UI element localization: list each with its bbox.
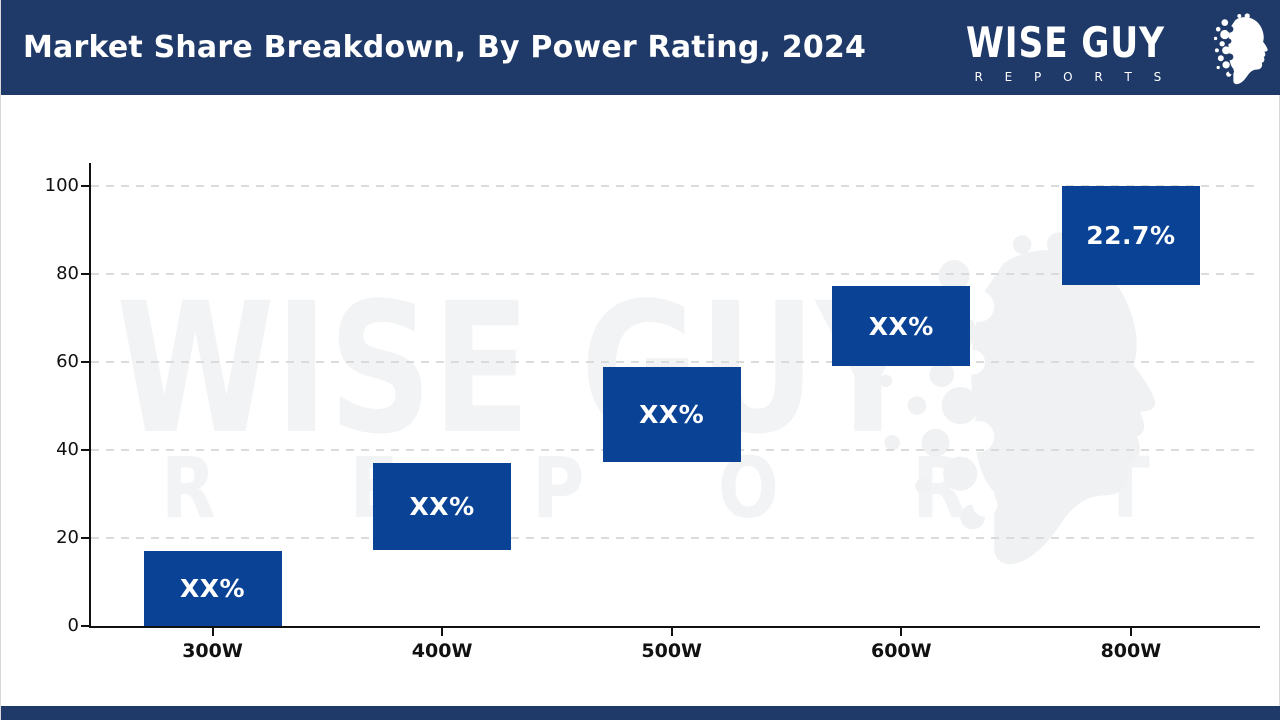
bar-segment-800W: 22.7% <box>1061 185 1200 286</box>
bar-segment-600W: XX% <box>832 285 971 367</box>
y-axis-line <box>89 163 91 628</box>
bar-value-label: 22.7% <box>1086 220 1176 250</box>
y-tick-mark <box>81 360 90 363</box>
bar-segment-500W: XX% <box>602 366 741 463</box>
wise-guy-head-icon <box>1213 13 1268 85</box>
y-tick-mark <box>81 448 90 451</box>
bar-segment-300W: XX% <box>143 551 282 626</box>
y-tick-label: 60 <box>56 350 79 372</box>
header-bar: Market Share Breakdown, By Power Rating,… <box>1 0 1280 95</box>
x-axis-line <box>89 626 1260 628</box>
y-tick-mark <box>81 184 90 187</box>
x-tick-mark <box>211 628 214 636</box>
y-tick-mark <box>81 536 90 539</box>
y-tick-label: 40 <box>56 438 79 460</box>
y-tick-label: 20 <box>56 526 79 548</box>
y-tick-mark <box>81 625 90 627</box>
watermark-wise-guy-text: WISE GUY <box>116 265 921 474</box>
x-tick-mark <box>1129 628 1132 636</box>
bar-value-label: XX% <box>179 574 246 604</box>
x-tick-mark <box>900 628 903 636</box>
y-gridline <box>91 360 1259 363</box>
logo-text: WISE GUY R E P O R T S <box>966 18 1209 84</box>
y-tick-label: 80 <box>56 262 79 284</box>
y-gridline <box>91 272 1259 275</box>
x-axis-label: 300W <box>182 640 243 662</box>
x-axis-label: 600W <box>870 640 932 662</box>
wise-guy-logo: WISE GUY R E P O R T S <box>966 6 1268 90</box>
y-tick-mark <box>81 272 90 275</box>
footer-bar <box>1 706 1280 720</box>
bar-value-label: XX% <box>639 400 705 430</box>
page-title: Market Share Breakdown, By Power Rating,… <box>23 30 867 65</box>
logo-subtitle: R E P O R T S <box>974 70 1171 84</box>
y-gridline <box>91 536 1259 539</box>
x-axis-label: 800W <box>1100 640 1162 662</box>
bar-segment-400W: XX% <box>373 463 512 551</box>
y-gridline <box>91 184 1259 187</box>
x-tick-mark <box>441 628 444 636</box>
y-tick-label: 0 <box>67 615 79 636</box>
bar-value-label: XX% <box>868 311 934 341</box>
bar-value-label: XX% <box>409 492 475 522</box>
x-tick-mark <box>670 628 673 636</box>
x-axis-label: 500W <box>641 640 702 662</box>
y-tick-label: 100 <box>44 174 79 196</box>
logo-name: WISE GUY <box>966 18 1166 67</box>
x-axis-label: 400W <box>411 640 473 662</box>
